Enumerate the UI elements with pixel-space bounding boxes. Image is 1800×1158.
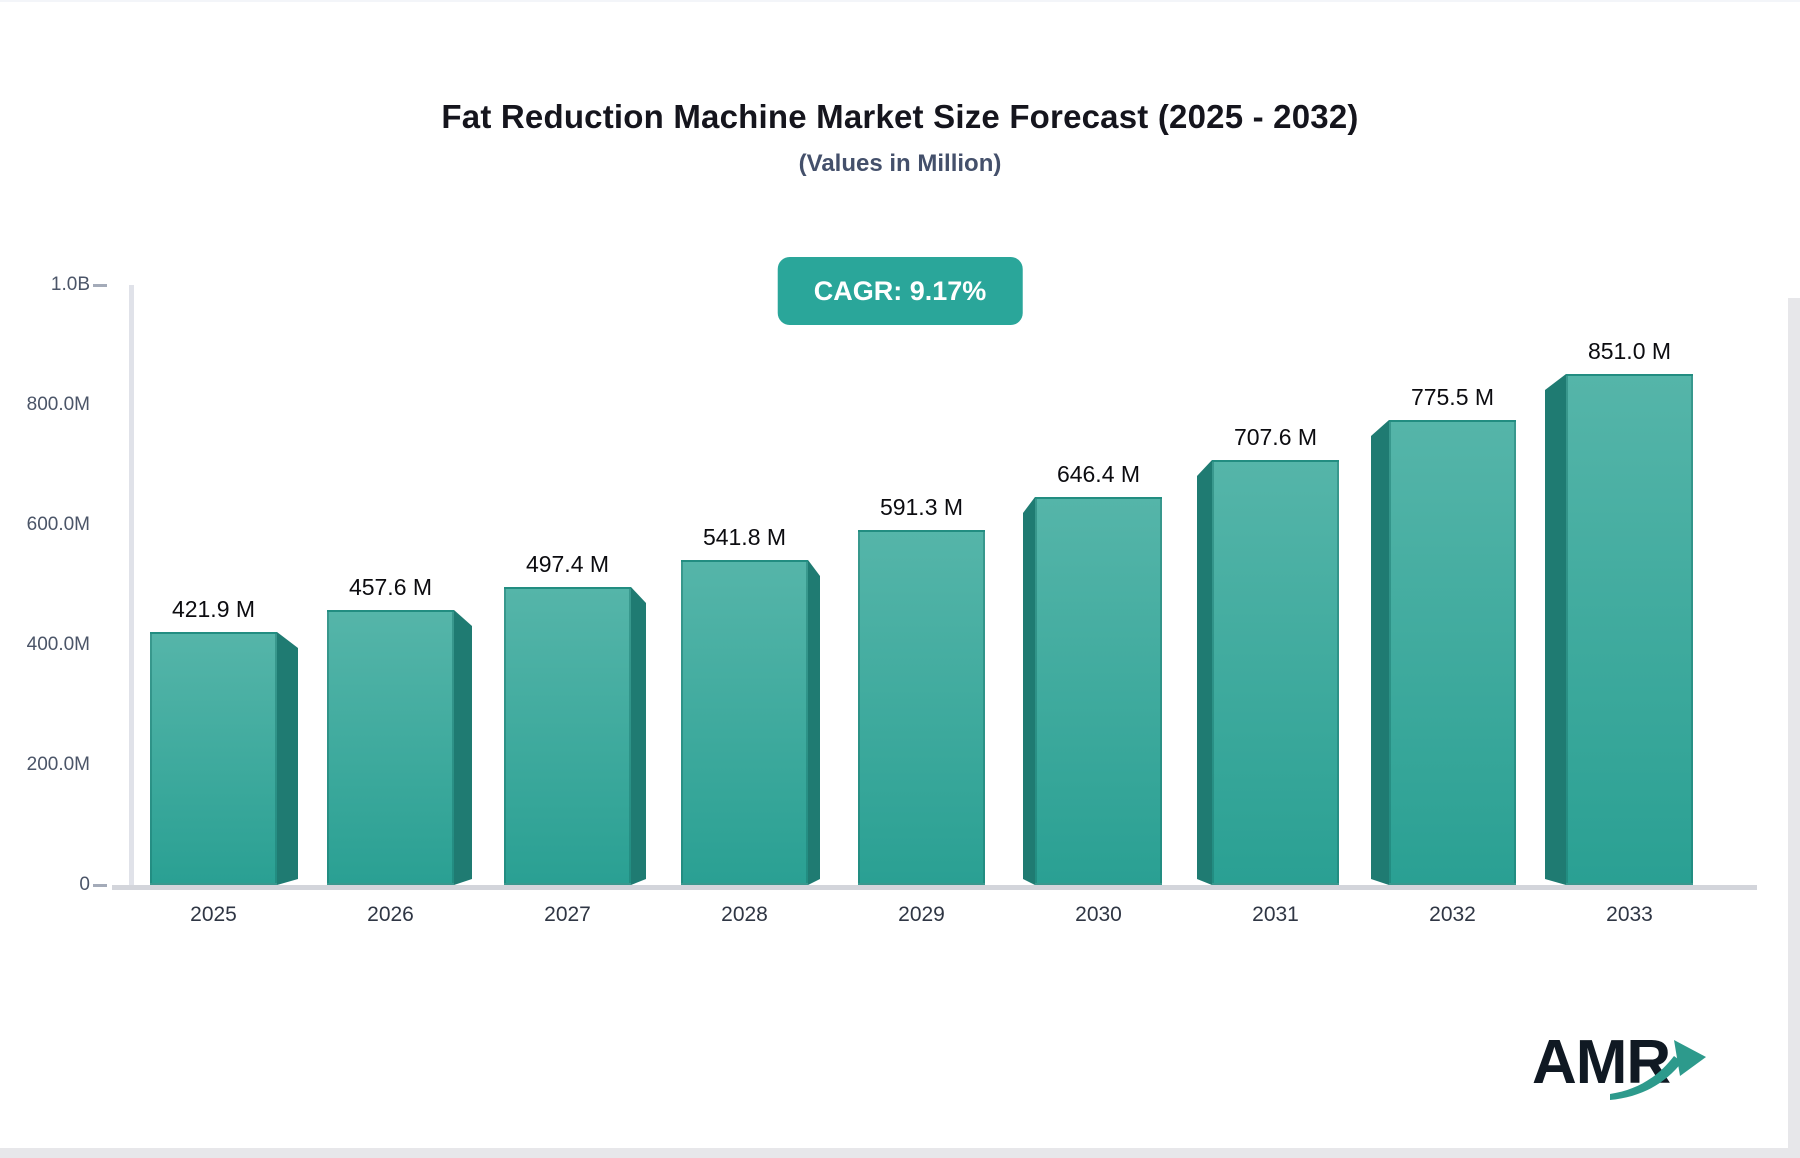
y-axis-line <box>129 285 134 890</box>
cagr-badge: CAGR: 9.17% <box>777 257 1023 325</box>
bar-side-2026 <box>454 610 472 885</box>
y-axis-label: 0 <box>79 874 90 895</box>
y-axis-label: 600.0M <box>26 514 90 535</box>
bar-value-label: 591.3 M <box>879 494 964 520</box>
bar-value-label: 851.0 M <box>1587 338 1672 364</box>
x-axis-label: 2030 <box>1075 903 1122 926</box>
bar-2027 <box>504 587 631 885</box>
page-edge-bottom <box>0 1148 1800 1158</box>
bar-side-2033 <box>1545 374 1566 885</box>
bar-2033 <box>1566 374 1693 885</box>
bar-2029 <box>858 530 985 885</box>
y-axis-label: 1.0B <box>50 274 90 295</box>
y-axis-tick <box>93 284 107 287</box>
bar-2028 <box>681 560 808 885</box>
bar-value-label: 541.8 M <box>702 524 787 550</box>
bar-2030 <box>1035 497 1162 885</box>
bar-value-label: 497.4 M <box>525 551 610 577</box>
bar-value-label: 775.5 M <box>1410 384 1495 410</box>
bar-2026 <box>327 610 454 885</box>
bar-2032 <box>1389 420 1516 885</box>
page-edge-right <box>1788 298 1800 1158</box>
bar-value-label: 646.4 M <box>1056 461 1141 487</box>
bar-side-2025 <box>277 632 298 885</box>
chart-title: Fat Reduction Machine Market Size Foreca… <box>441 98 1359 135</box>
x-axis-label: 2025 <box>190 903 237 926</box>
bar-2025 <box>150 632 277 885</box>
chart-subtitle: (Values in Million) <box>798 150 1002 177</box>
bar-side-2028 <box>808 560 820 885</box>
bar-side-2027 <box>631 587 646 885</box>
growth-arrow-icon <box>1610 1040 1706 1100</box>
bar-side-2030 <box>1023 497 1035 885</box>
x-axis-label: 2032 <box>1429 903 1476 926</box>
source-logo: AMR <box>1532 1032 1772 1122</box>
bar-side-2032 <box>1371 420 1389 885</box>
y-axis-label: 400.0M <box>26 634 90 655</box>
bar-side-2031 <box>1197 460 1212 885</box>
bar-2031 <box>1212 460 1339 885</box>
x-axis-label: 2028 <box>721 903 768 926</box>
x-axis-label: 2031 <box>1252 903 1299 926</box>
bar-value-label: 421.9 M <box>171 596 256 622</box>
x-axis-label: 2027 <box>544 903 591 926</box>
x-axis-label: 2029 <box>898 903 945 926</box>
y-axis-tick <box>93 884 107 887</box>
bar-value-label: 707.6 M <box>1233 424 1318 450</box>
y-axis-label: 200.0M <box>26 754 90 775</box>
bar-value-label: 457.6 M <box>348 574 433 600</box>
y-axis-label: 800.0M <box>26 394 90 415</box>
x-axis-label: 2026 <box>367 903 414 926</box>
x-axis-label: 2033 <box>1606 903 1653 926</box>
x-axis-line <box>112 885 1757 890</box>
